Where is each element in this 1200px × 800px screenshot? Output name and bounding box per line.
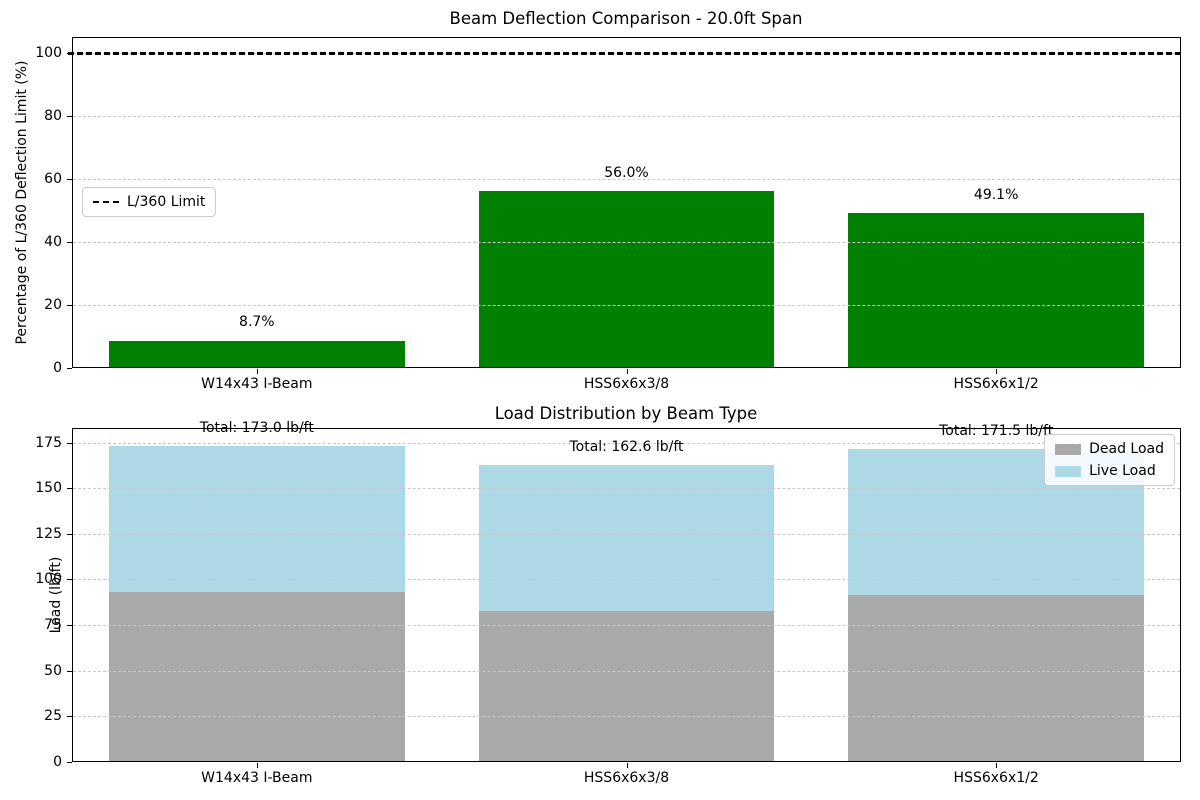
deflection-chart-title: Beam Deflection Comparison - 20.0ft Span (449, 9, 803, 28)
gridline-y40 (73, 241, 1180, 243)
bar-segment-dead-load (848, 595, 1145, 762)
gridline-y175 (73, 442, 1180, 444)
y-tick-label: 0 (53, 360, 62, 376)
bar-total-label-1: Total: 162.6 lb/ft (569, 439, 684, 456)
y-tick-label: 100 (35, 571, 62, 588)
gridline-y125 (73, 533, 1180, 535)
x-tick-mark (996, 763, 998, 768)
y-tick-label: 40 (44, 233, 62, 250)
bar-segment-live-load (108, 446, 405, 593)
gridline-y20 (73, 304, 1180, 306)
y-tick-label: 20 (44, 296, 62, 313)
y-tick-mark (67, 304, 72, 306)
y-tick-label: 150 (35, 480, 62, 497)
gridline-y25 (73, 716, 1180, 718)
gridline-y75 (73, 625, 1180, 627)
deflection-bar-2 (848, 213, 1145, 368)
gridline-y60 (73, 178, 1180, 180)
bar-segment-dead-load (108, 592, 405, 762)
legend-entry: Dead Load (1055, 441, 1164, 457)
l360-limit-line (68, 51, 1181, 55)
bar-value-label-0: 8.7% (239, 314, 275, 331)
y-tick-mark (67, 488, 72, 490)
legend-dashed-line-swatch (93, 200, 119, 203)
x-tick-label-1: HSS6x6x3/8 (583, 770, 670, 786)
legend: L/360 Limit (82, 186, 217, 217)
y-tick-mark (67, 762, 72, 763)
x-tick-mark (256, 369, 258, 374)
deflection-bar-0 (108, 340, 405, 368)
y-tick-mark (67, 533, 72, 535)
y-tick-label: 25 (44, 708, 62, 725)
x-tick-label-2: HSS6x6x1/2 (953, 770, 1039, 786)
y-tick-mark (67, 368, 72, 369)
x-tick-label-2: HSS6x6x1/2 (953, 376, 1039, 392)
y-tick-label: 50 (44, 662, 62, 679)
legend-label: L/360 Limit (127, 193, 206, 210)
y-tick-label: 125 (35, 525, 62, 542)
load-y-axis-label: Load (lb/ft) (48, 556, 64, 634)
y-tick-label: 175 (35, 434, 62, 451)
y-tick-label: 60 (44, 170, 62, 187)
gridline-y150 (73, 488, 1180, 490)
x-tick-mark (996, 369, 998, 374)
load-chart-title: Load Distribution by Beam Type (494, 404, 758, 423)
y-tick-mark (67, 670, 72, 672)
y-tick-mark (67, 625, 72, 627)
legend-label: Live Load (1089, 463, 1156, 479)
deflection-y-axis-label: Percentage of L/360 Deflection Limit (%) (14, 60, 30, 345)
gridline-y80 (73, 115, 1180, 117)
legend-entry: Live Load (1055, 463, 1164, 479)
x-tick-label-1: HSS6x6x3/8 (583, 376, 670, 392)
y-tick-mark (67, 115, 72, 117)
gridline-y100 (73, 579, 1180, 581)
y-tick-mark (67, 442, 72, 444)
bar-total-label-0: Total: 173.0 lb/ft (199, 420, 314, 437)
y-tick-mark (67, 579, 72, 581)
y-tick-label: 80 (44, 107, 62, 124)
y-tick-mark (67, 716, 72, 718)
x-tick-mark (626, 763, 628, 768)
gridline-y50 (73, 670, 1180, 672)
legend-entry: L/360 Limit (93, 194, 205, 210)
bar-segment-dead-load (478, 611, 775, 762)
x-tick-label-0: W14x43 I-Beam (201, 770, 313, 786)
y-tick-mark (67, 241, 72, 243)
legend: Dead Load Live Load (1044, 434, 1175, 486)
y-tick-label: 0 (53, 754, 62, 770)
deflection-bar-1 (478, 191, 775, 368)
legend-color-swatch (1055, 465, 1082, 477)
x-tick-mark (256, 763, 258, 768)
bar-segment-live-load (478, 465, 775, 612)
bar-total-label-2: Total: 171.5 lb/ft (939, 422, 1054, 439)
bar-value-label-2: 49.1% (973, 186, 1019, 203)
legend-label: Dead Load (1089, 441, 1164, 457)
y-tick-mark (67, 52, 72, 54)
y-tick-label: 100 (35, 44, 62, 61)
bar-value-label-1: 56.0% (604, 165, 649, 181)
x-tick-mark (626, 369, 628, 374)
legend-color-swatch (1055, 443, 1082, 455)
x-tick-label-0: W14x43 I-Beam (201, 376, 313, 392)
y-tick-mark (67, 178, 72, 180)
y-tick-label: 75 (44, 617, 62, 634)
